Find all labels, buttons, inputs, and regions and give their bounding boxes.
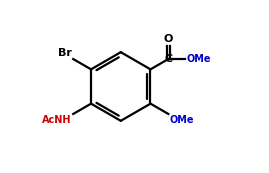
Text: C: C bbox=[164, 54, 172, 64]
Text: Br: Br bbox=[58, 48, 72, 58]
Text: AcNH: AcNH bbox=[42, 115, 72, 125]
Text: O: O bbox=[164, 34, 173, 44]
Text: OMe: OMe bbox=[170, 115, 194, 125]
Text: OMe: OMe bbox=[186, 54, 211, 64]
